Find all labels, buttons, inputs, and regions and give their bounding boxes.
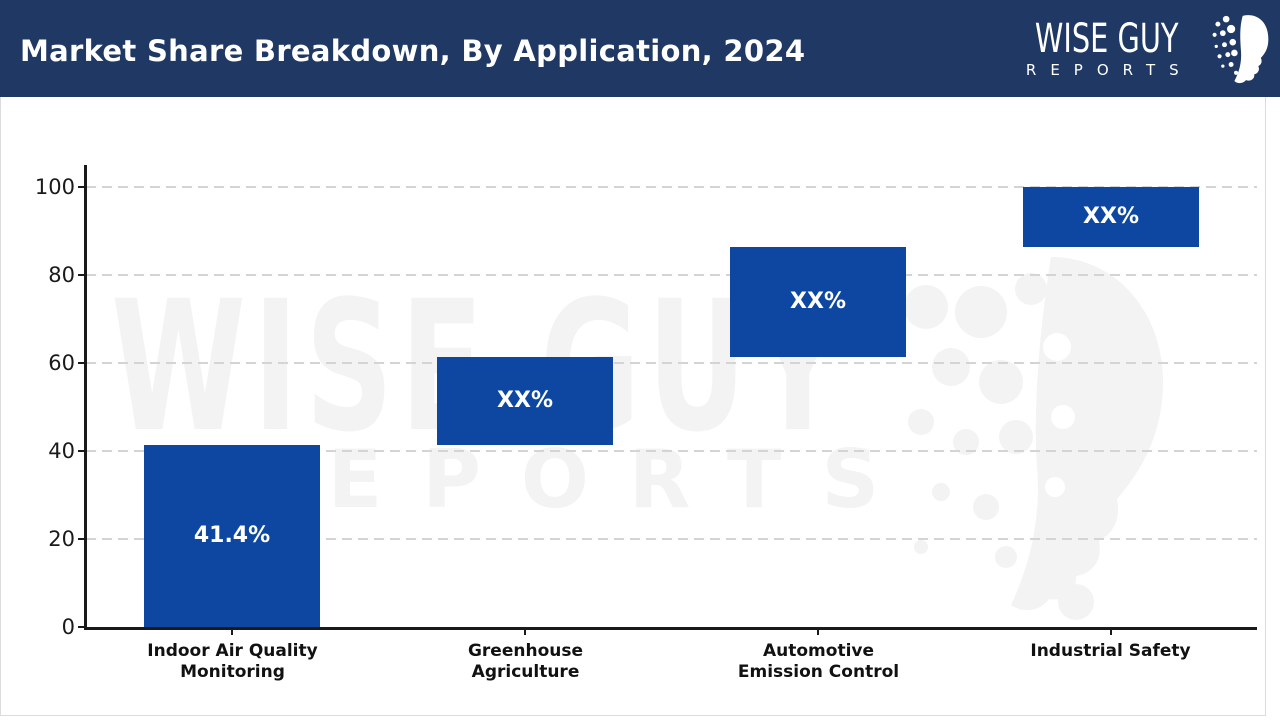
bar-value-label: XX% — [790, 289, 846, 315]
header: Market Share Breakdown, By Application, … — [0, 0, 1280, 97]
wise-guy-face-icon — [1212, 15, 1269, 84]
y-axis-tickmark — [78, 362, 86, 364]
y-axis-tick-label: 80 — [48, 263, 75, 287]
y-axis-tick-label: 0 — [61, 615, 75, 639]
gridline-y20 — [86, 538, 1257, 540]
y-axis-tickmark — [78, 274, 86, 276]
x-axis-spine — [84, 627, 1257, 630]
logo-line-reports: REPORTS — [1025, 61, 1193, 79]
gridline-y60 — [86, 362, 1257, 364]
category-label: Indoor Air Quality Monitoring — [86, 641, 379, 683]
y-axis-tickmark — [78, 186, 86, 188]
logo-wordmark: WISE GUY REPORTS — [1007, 17, 1206, 79]
bar-value-label: 41.4% — [193, 523, 271, 549]
y-axis-tickmark — [78, 626, 86, 628]
gridline-y80 — [86, 274, 1257, 276]
wise-guy-logo: WISE GUY REPORTS — [1007, 5, 1274, 91]
bar-indoor-air-quality-monitoring: 41.4% — [144, 444, 320, 627]
gridline-y40 — [86, 450, 1257, 452]
category-label-line: Agriculture — [471, 662, 580, 682]
category-label-line: Monitoring — [180, 662, 285, 682]
y-axis-tickmark — [78, 450, 86, 452]
page-title: Market Share Breakdown, By Application, … — [20, 34, 806, 68]
x-axis-tickmark — [817, 627, 819, 635]
x-axis-tickmark — [524, 627, 526, 635]
logo-line-wise-guy: WISE GUY — [1034, 16, 1179, 62]
bar-industrial-safety: XX% — [1023, 187, 1199, 247]
category-label: Industrial Safety — [964, 641, 1257, 662]
bar-value-label: XX% — [497, 388, 553, 414]
bar-greenhouse-agriculture: XX% — [437, 356, 613, 445]
category-label-line: Industrial Safety — [1030, 641, 1191, 661]
y-axis-tick-label: 40 — [48, 439, 75, 463]
category-label-line: Emission Control — [737, 662, 900, 682]
gridline-y100 — [86, 186, 1257, 188]
category-label-line: Automotive — [762, 641, 875, 661]
y-axis-tick-label: 60 — [48, 351, 75, 375]
chart-area: WISE GUY REPORTS 0 20 40 60 80 100 41.4% Indoor… — [0, 97, 1266, 716]
category-label-line: Indoor Air Quality — [147, 641, 318, 661]
category-label-line: Greenhouse — [467, 641, 584, 661]
category-label: Greenhouse Agriculture — [379, 641, 672, 683]
watermark-text-secondary: REPORTS — [226, 433, 920, 526]
y-axis-tickmark — [78, 538, 86, 540]
category-label: Automotive Emission Control — [672, 641, 965, 683]
watermark-face-icon — [904, 257, 1163, 620]
x-axis-tickmark — [231, 627, 233, 635]
y-axis-spine — [84, 165, 87, 630]
x-axis-tickmark — [1110, 627, 1112, 635]
bar-value-label: XX% — [1083, 204, 1139, 230]
y-axis-tick-label: 100 — [34, 175, 75, 199]
plot: 0 20 40 60 80 100 41.4% Indoor Air Quality Monit… — [1, 97, 1265, 715]
y-axis-tick-label: 20 — [48, 527, 75, 551]
bar-automotive-emission-control: XX% — [730, 246, 906, 357]
